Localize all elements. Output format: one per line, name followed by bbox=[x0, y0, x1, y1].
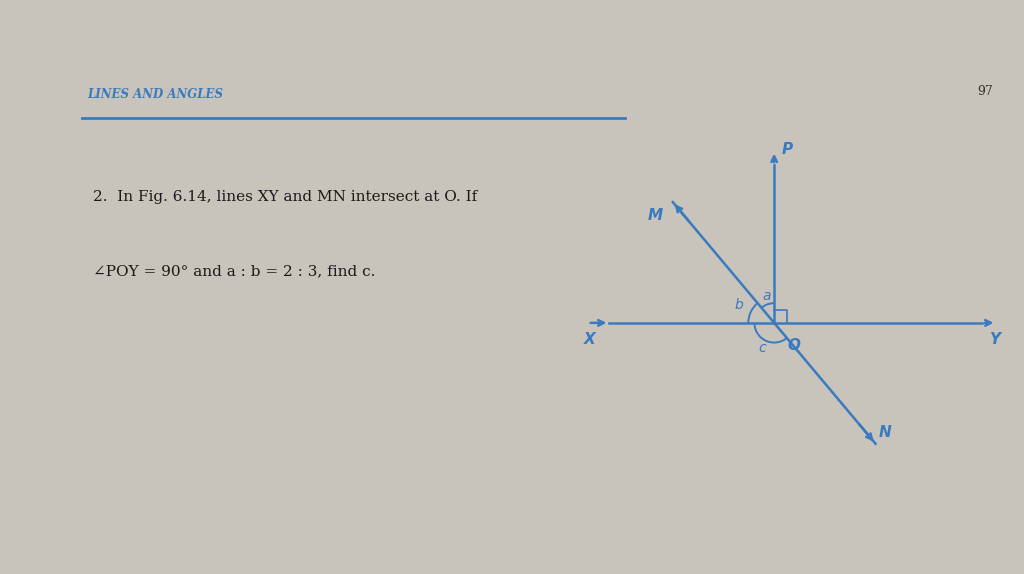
Text: Y: Y bbox=[989, 332, 1000, 347]
Text: a: a bbox=[763, 289, 771, 303]
Text: 2.  In Fig. 6.14, lines XY and MN intersect at O. If: 2. In Fig. 6.14, lines XY and MN interse… bbox=[92, 190, 477, 204]
Text: X: X bbox=[584, 332, 596, 347]
Text: N: N bbox=[879, 425, 892, 440]
Text: b: b bbox=[735, 298, 743, 312]
Text: c: c bbox=[759, 340, 766, 355]
Text: O: O bbox=[787, 338, 800, 353]
Text: P: P bbox=[781, 142, 793, 157]
Text: ∠POY = 90° and a : b = 2 : 3, find c.: ∠POY = 90° and a : b = 2 : 3, find c. bbox=[92, 265, 375, 278]
Text: LINES AND ANGLES: LINES AND ANGLES bbox=[87, 88, 223, 100]
Text: 97: 97 bbox=[978, 85, 993, 98]
Text: M: M bbox=[648, 208, 663, 223]
